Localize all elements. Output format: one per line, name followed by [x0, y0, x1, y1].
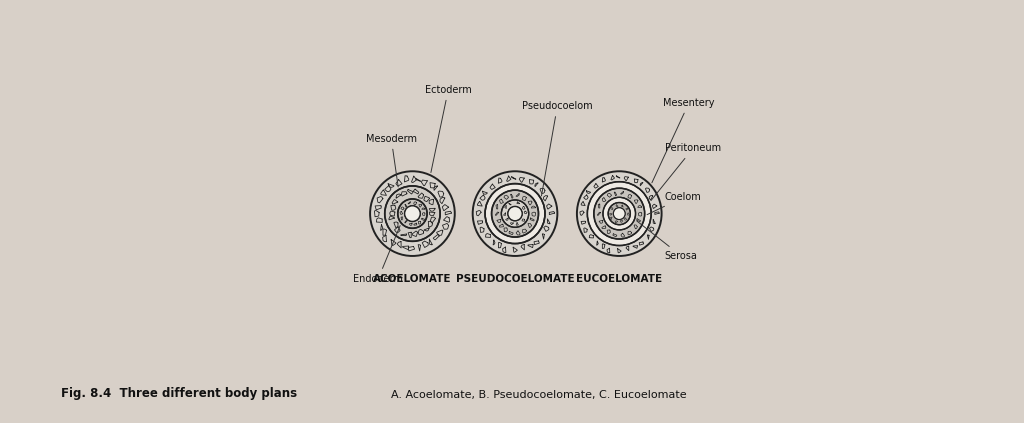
- Text: A. Acoelomate, B. Pseudocoelomate, C. Eucoelomate: A. Acoelomate, B. Pseudocoelomate, C. Eu…: [391, 390, 687, 400]
- Circle shape: [404, 206, 420, 221]
- Text: Serosa: Serosa: [637, 221, 697, 261]
- Polygon shape: [502, 200, 528, 227]
- Polygon shape: [397, 199, 427, 228]
- Text: Peritoneum: Peritoneum: [651, 143, 721, 201]
- Text: Mesentery: Mesentery: [652, 98, 715, 183]
- Text: Pseudocoelom: Pseudocoelom: [522, 101, 593, 196]
- Polygon shape: [588, 182, 651, 245]
- Circle shape: [508, 206, 522, 221]
- Polygon shape: [594, 188, 645, 239]
- Circle shape: [613, 208, 625, 220]
- Text: Mesoderm: Mesoderm: [366, 134, 417, 187]
- Polygon shape: [485, 184, 545, 244]
- Polygon shape: [473, 171, 557, 256]
- Polygon shape: [370, 171, 455, 256]
- Polygon shape: [603, 198, 636, 230]
- Text: ACOELOMATE: ACOELOMATE: [373, 274, 452, 284]
- Text: EUCOELOMATE: EUCOELOMATE: [577, 274, 663, 284]
- Text: Endoderm: Endoderm: [353, 225, 403, 284]
- Polygon shape: [492, 190, 539, 237]
- Text: Fig. 8.4  Three different body plans: Fig. 8.4 Three different body plans: [61, 387, 302, 400]
- Polygon shape: [577, 171, 662, 256]
- Polygon shape: [385, 186, 440, 241]
- Text: PSEUDOCOELOMATE: PSEUDOCOELOMATE: [456, 274, 574, 284]
- Polygon shape: [608, 203, 631, 225]
- Text: Coelom: Coelom: [647, 192, 701, 214]
- Text: Ectoderm: Ectoderm: [425, 85, 472, 173]
